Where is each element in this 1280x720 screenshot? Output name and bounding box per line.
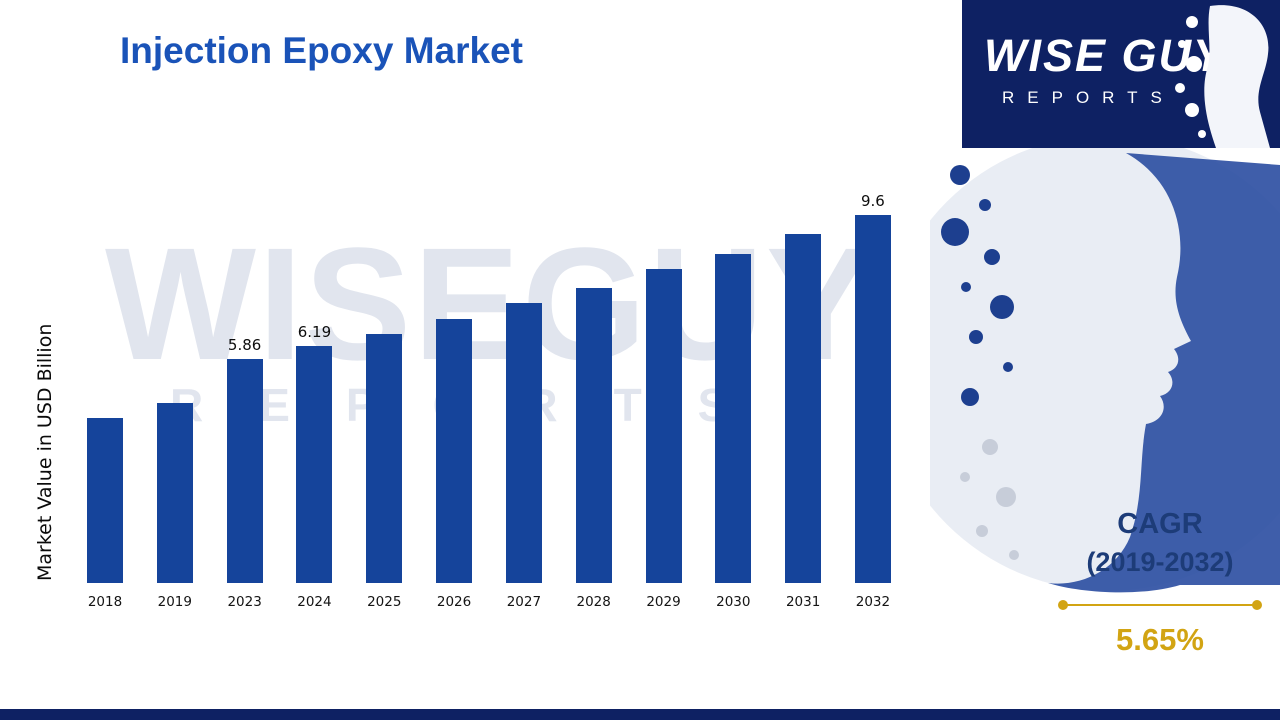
bar-column: 2025: [362, 183, 406, 610]
bar-value-label: 9.6: [861, 192, 885, 210]
bar: [226, 359, 263, 583]
bar-column: 2028: [572, 183, 616, 610]
cagr-range: (2019-2032): [1086, 547, 1234, 577]
bar-column: 2026: [432, 183, 476, 610]
bar-column: 2027: [502, 183, 546, 610]
bar: [366, 334, 403, 583]
logo-face-shape: [1204, 5, 1270, 148]
cagr-label: CAGR: [1117, 508, 1203, 540]
bar: [296, 346, 333, 583]
bar-value-label: 5.86: [227, 336, 262, 354]
x-axis-tick-label: 2031: [785, 594, 821, 610]
x-axis-tick-label: 2019: [157, 594, 192, 610]
dot-cluster-upper: [941, 165, 1014, 406]
x-axis-tick-label: 2030: [716, 594, 751, 610]
bar-chart: 2018 2019 5.86 2023 6.19 2024 2025 2026 2027 2028…: [83, 183, 895, 610]
y-axis-label: Market Value in USD Billion: [34, 323, 56, 581]
logo-dot-cluster: [1175, 16, 1206, 138]
footer-bar: [0, 709, 1280, 720]
logo-face-icon: [1175, 5, 1270, 148]
bar-value-label: 6.19: [297, 323, 332, 341]
face-profile-decoration: [930, 135, 1280, 593]
bar: [854, 215, 891, 583]
bar-column: 2031: [781, 183, 825, 610]
x-axis-tick-label: 2028: [576, 594, 611, 610]
bar-column: 2019: [153, 183, 197, 610]
bar: [505, 303, 542, 583]
logo-reports-text: REPORTS: [1002, 88, 1175, 107]
bar-column: 9.6 2032: [851, 183, 895, 610]
wise-guy-reports-logo-panel: WISE GUY REPORTS: [962, 0, 1280, 148]
x-axis-tick-label: 2027: [506, 594, 542, 610]
bar-column: 2029: [642, 183, 686, 610]
dot-cluster-lower: [960, 439, 1019, 560]
bar: [436, 319, 473, 583]
x-axis-tick-label: 2023: [227, 594, 262, 610]
x-axis-tick-label: 2029: [646, 594, 681, 610]
x-axis-tick-label: 2025: [367, 594, 402, 610]
x-axis-tick-label: 2018: [87, 594, 123, 610]
bar: [715, 254, 752, 583]
cagr-value: 5.65%: [1116, 622, 1204, 657]
bar-column: 5.86 2023: [223, 183, 267, 610]
x-axis-tick-label: 2032: [855, 594, 891, 610]
bar: [156, 403, 193, 583]
bar: [645, 269, 682, 583]
bar-column: 2018: [83, 183, 127, 610]
cagr-block: CAGR (2019-2032) 5.65%: [1040, 508, 1280, 658]
bar: [575, 288, 612, 583]
x-axis-tick-label: 2024: [297, 594, 332, 610]
logo-wordmark: WISE GUY: [984, 30, 1226, 81]
bar: [785, 234, 822, 583]
bar: [87, 418, 123, 583]
bar-column: 2030: [711, 183, 755, 610]
cagr-divider: [1058, 600, 1262, 610]
face-profile-shape: [1048, 153, 1280, 593]
page-title: Injection Epoxy Market: [120, 30, 523, 71]
bar-column: 6.19 2024: [292, 183, 336, 610]
x-axis-tick-label: 2026: [436, 594, 472, 610]
